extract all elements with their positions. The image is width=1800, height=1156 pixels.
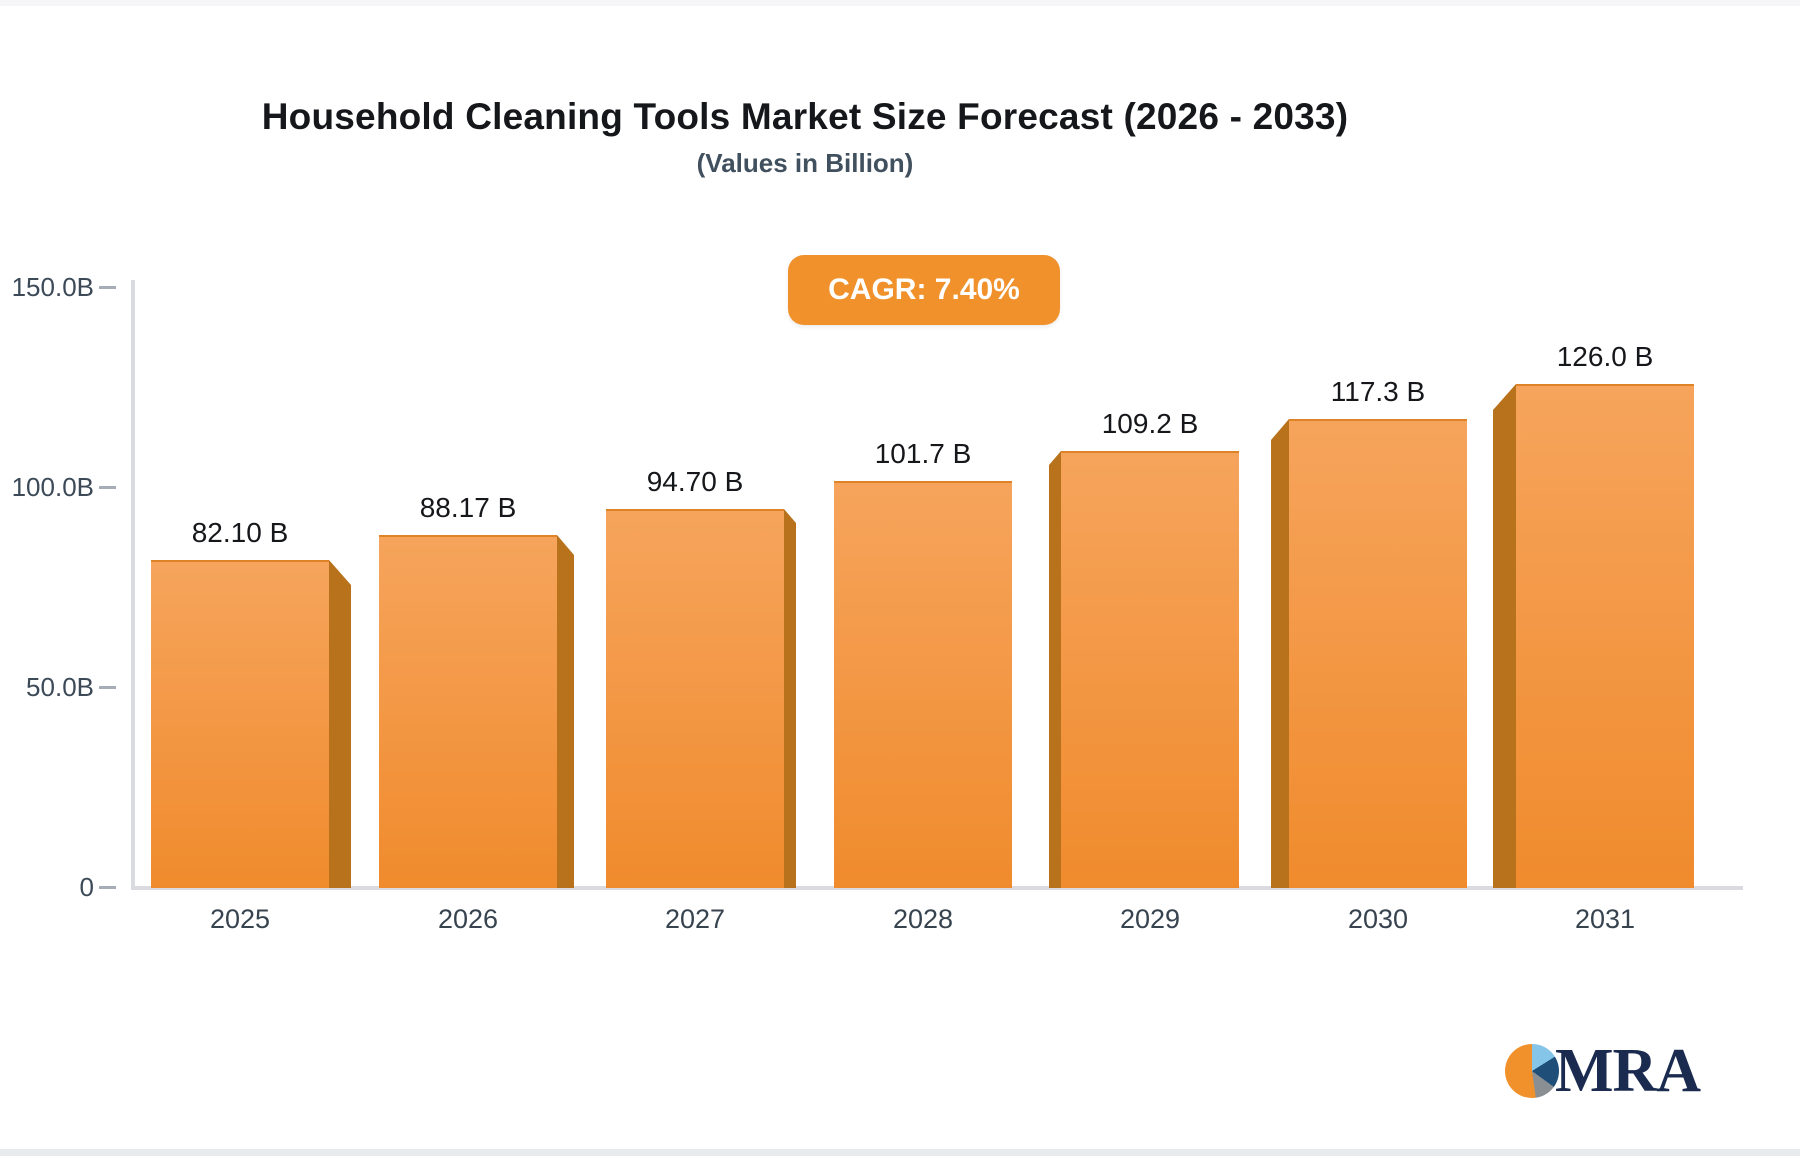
y-axis-tick-mark bbox=[99, 686, 116, 689]
y-axis-tick-label: 100.0B bbox=[11, 472, 94, 502]
x-axis-label-2027: 2027 bbox=[664, 904, 726, 934]
bar-2027-value-label: 94.70 B bbox=[646, 466, 744, 497]
bar-2031-side bbox=[1493, 384, 1516, 888]
x-axis-label-2030: 2030 bbox=[1347, 904, 1409, 934]
mra-logo: MRA bbox=[1505, 1036, 1701, 1105]
bar-2025 bbox=[151, 560, 329, 888]
bar-2031-value-label: 126.0 B bbox=[1556, 341, 1654, 372]
logo-text: MRA bbox=[1555, 1036, 1701, 1105]
bar-2029-value-label: 109.2 B bbox=[1101, 408, 1199, 439]
x-axis-label-2025: 2025 bbox=[209, 904, 271, 934]
bar-2025-side bbox=[329, 560, 351, 888]
bar-2027-side bbox=[784, 509, 796, 888]
cagr-badge-label: CAGR: 7.40% bbox=[828, 273, 1020, 306]
bar-2030-value-label: 117.3 B bbox=[1330, 376, 1426, 407]
bar-2030-side bbox=[1271, 419, 1289, 888]
bar-2027 bbox=[606, 509, 784, 888]
bar-2026 bbox=[379, 535, 557, 888]
top-edge-strip bbox=[0, 0, 1800, 6]
y-axis-tick-label: 150.0B bbox=[11, 272, 94, 302]
bar-2030 bbox=[1289, 419, 1467, 888]
y-axis-tick-mark bbox=[99, 486, 116, 489]
y-axis-tick-mark bbox=[99, 886, 116, 889]
bar-2028-value-label: 101.7 B bbox=[874, 438, 972, 469]
bar-2025-value-label: 82.10 B bbox=[191, 517, 289, 548]
bar-2029-side bbox=[1049, 451, 1061, 888]
bar-2026-side bbox=[557, 535, 574, 888]
y-axis-tick-label: 50.0B bbox=[26, 672, 94, 702]
x-axis-line bbox=[131, 886, 1743, 890]
bar-2031 bbox=[1516, 384, 1694, 888]
pie-chart-logo-icon bbox=[1505, 1044, 1559, 1098]
y-axis-tick-mark bbox=[99, 286, 116, 289]
y-axis-line bbox=[131, 280, 135, 890]
bar-2029 bbox=[1061, 451, 1239, 888]
bottom-edge-strip bbox=[0, 1149, 1800, 1156]
x-axis-label-2028: 2028 bbox=[892, 904, 954, 934]
y-axis-tick-label: 0 bbox=[79, 872, 94, 902]
x-axis-label-2029: 2029 bbox=[1119, 904, 1181, 934]
x-axis-label-2031: 2031 bbox=[1574, 904, 1636, 934]
bar-2028 bbox=[834, 481, 1012, 888]
chart-subtitle: (Values in Billion) bbox=[696, 148, 914, 178]
chart-title: Household Cleaning Tools Market Size For… bbox=[261, 96, 1349, 137]
bar-2026-value-label: 88.17 B bbox=[419, 492, 517, 523]
cagr-badge: CAGR: 7.40% bbox=[788, 255, 1060, 325]
x-axis-label-2026: 2026 bbox=[437, 904, 499, 934]
